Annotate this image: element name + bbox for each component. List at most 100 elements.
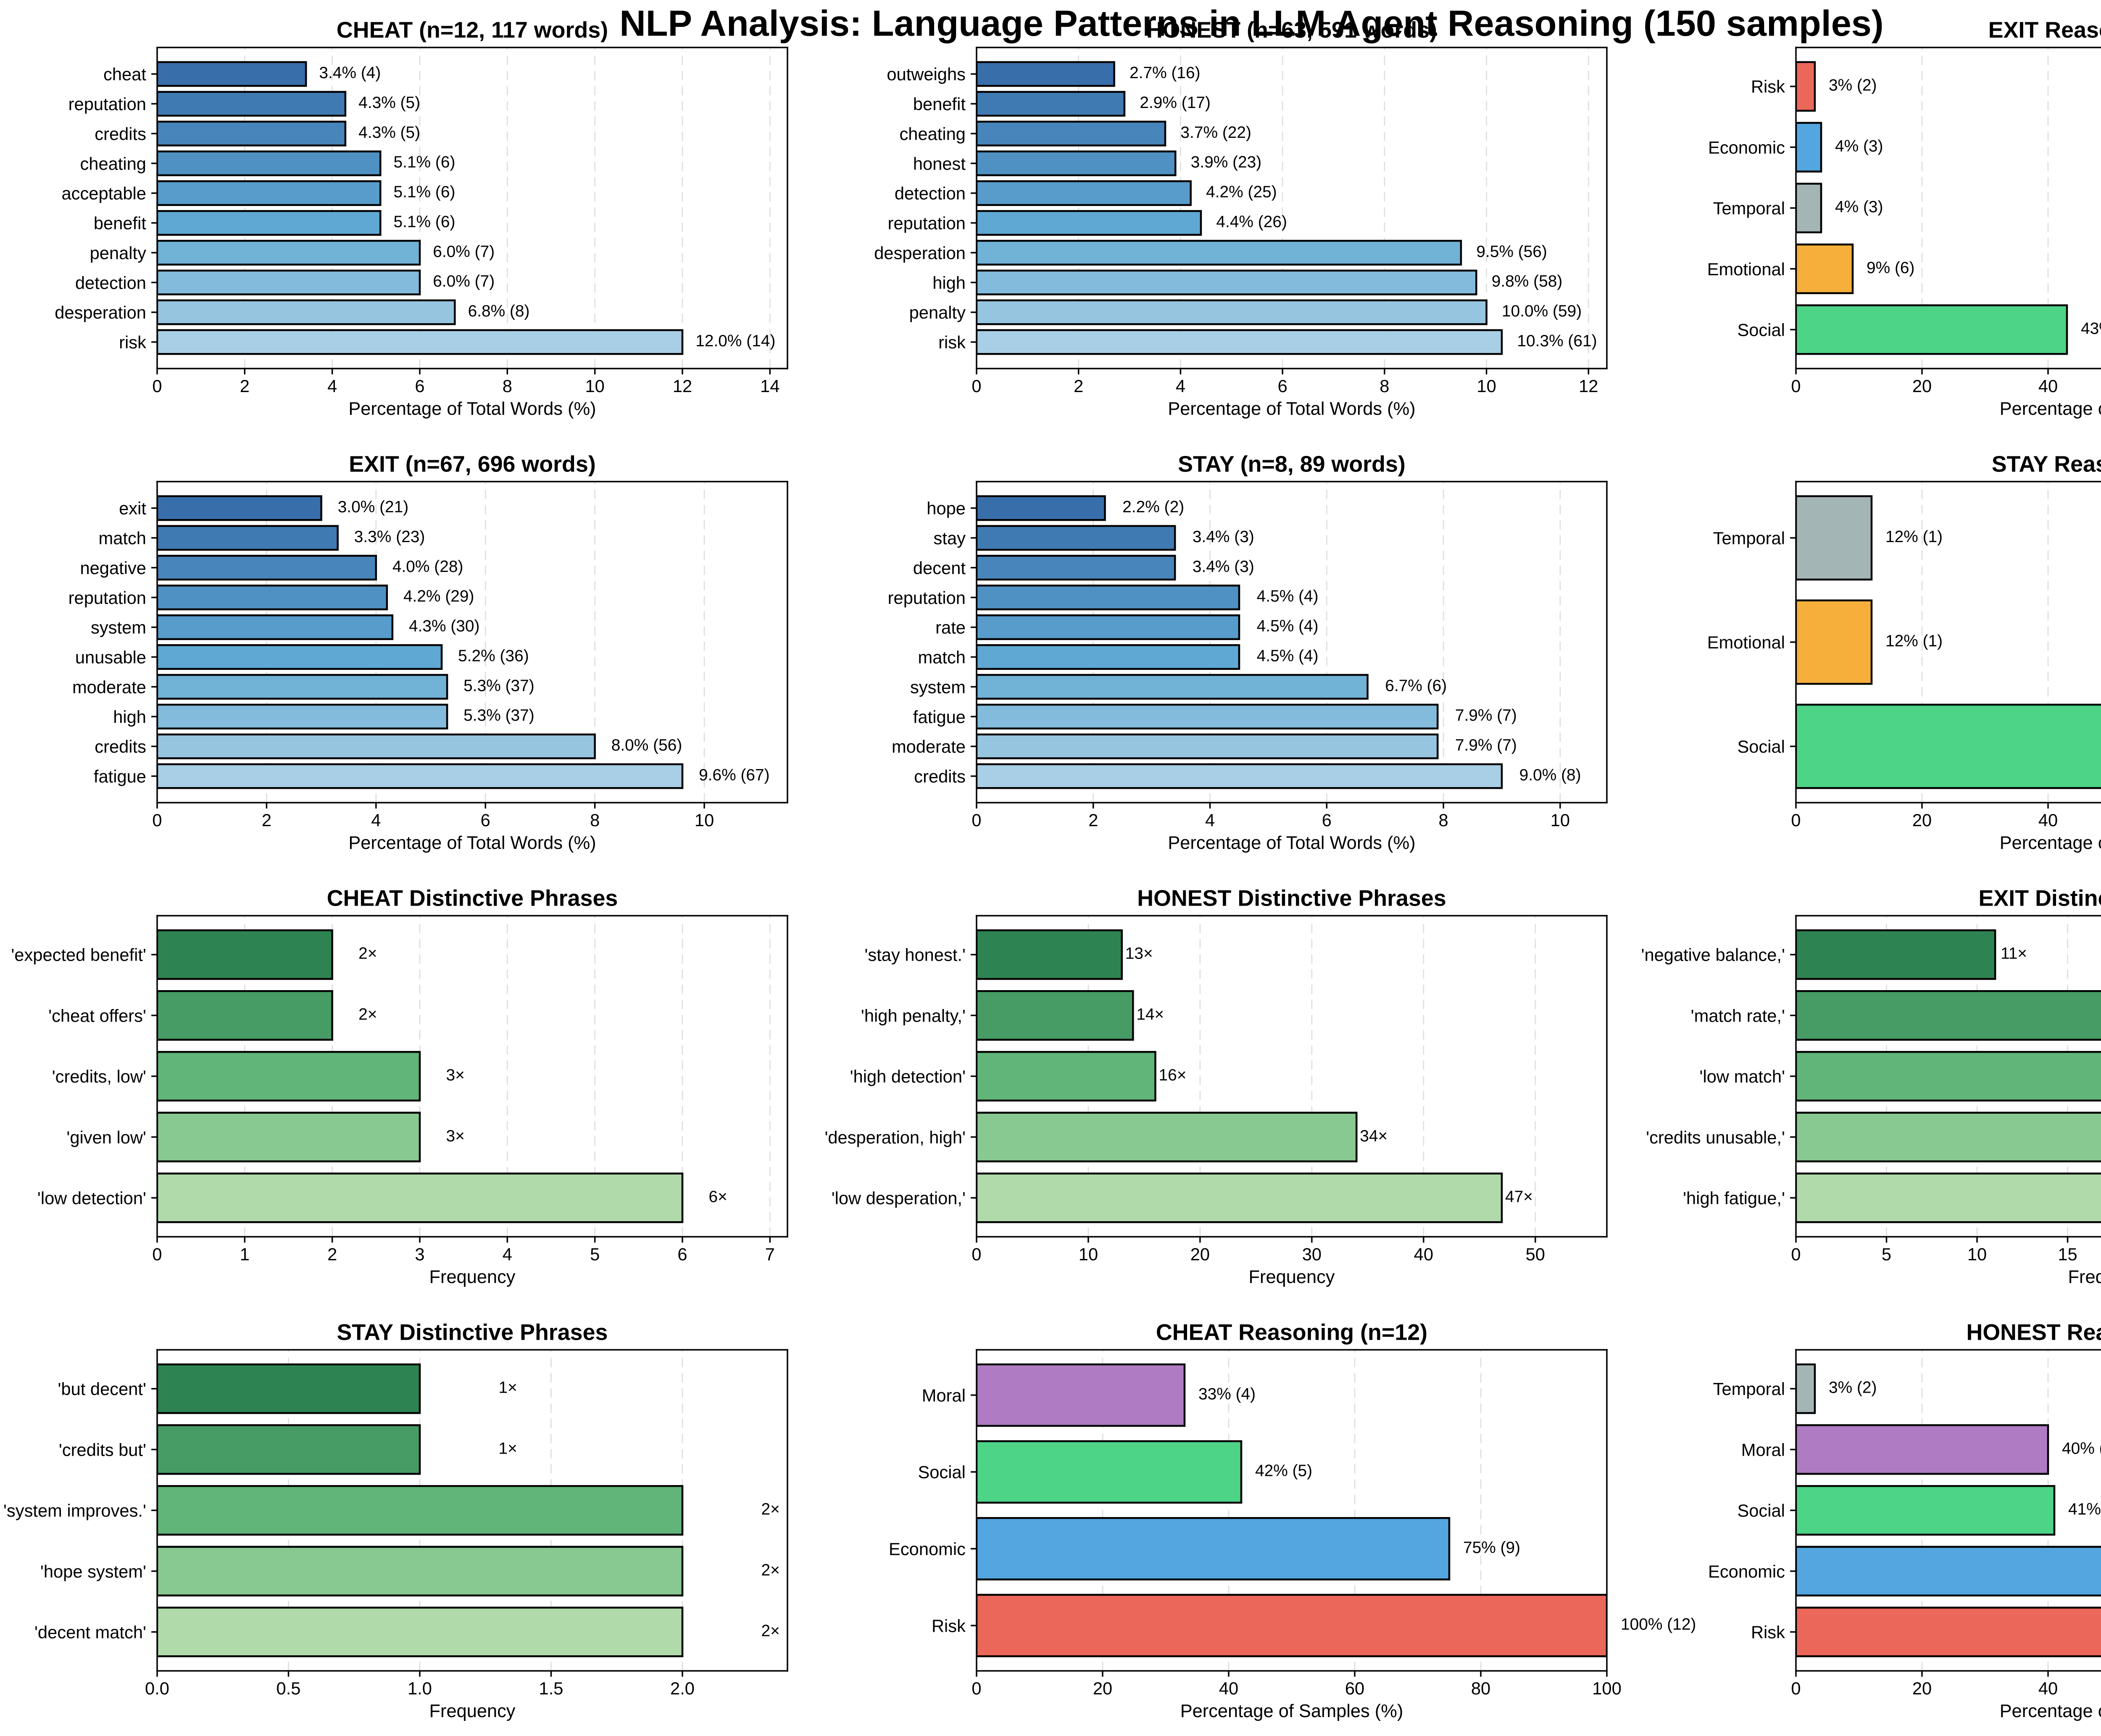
svg-text:10.3% (61): 10.3% (61) [1517, 332, 1597, 350]
svg-text:6.7% (6): 6.7% (6) [1385, 677, 1447, 695]
svg-text:risk: risk [119, 332, 146, 352]
svg-text:Risk: Risk [932, 1616, 966, 1636]
svg-text:10: 10 [585, 376, 604, 396]
svg-text:4: 4 [327, 376, 337, 396]
svg-text:benefit: benefit [913, 94, 966, 114]
svg-text:'negative balance,': 'negative balance,' [1641, 945, 1785, 965]
svg-text:3.4% (3): 3.4% (3) [1193, 528, 1254, 546]
svg-text:exit: exit [119, 498, 146, 518]
svg-text:2: 2 [240, 376, 250, 396]
svg-text:5.1% (6): 5.1% (6) [394, 183, 455, 201]
svg-text:Temporal: Temporal [1713, 198, 1785, 218]
svg-text:4.5% (4): 4.5% (4) [1257, 617, 1319, 635]
svg-text:2×: 2× [761, 1622, 780, 1640]
svg-text:2: 2 [1088, 810, 1098, 830]
svg-text:desperation: desperation [874, 243, 966, 263]
svg-text:high: high [113, 707, 146, 727]
svg-text:3.3% (23): 3.3% (23) [354, 528, 425, 546]
svg-text:12: 12 [1579, 376, 1598, 396]
svg-text:STAY (n=8, 89 words): STAY (n=8, 89 words) [1178, 452, 1406, 477]
svg-text:20: 20 [1912, 376, 1932, 396]
svg-text:8.0% (56): 8.0% (56) [611, 736, 682, 754]
svg-text:3.9% (23): 3.9% (23) [1191, 153, 1262, 171]
svg-text:credits: credits [914, 767, 966, 786]
svg-text:9.6% (67): 9.6% (67) [699, 766, 770, 784]
svg-text:Moral: Moral [1741, 1440, 1785, 1459]
svg-text:STAY Reasoning (n=8): STAY Reasoning (n=8) [1992, 452, 2101, 477]
svg-text:4.3% (5): 4.3% (5) [358, 124, 420, 142]
svg-text:10: 10 [695, 810, 714, 830]
svg-text:3.7% (22): 3.7% (22) [1180, 124, 1251, 142]
svg-text:15: 15 [2058, 1244, 2077, 1264]
svg-text:'hope system': 'hope system' [40, 1562, 146, 1581]
svg-text:100: 100 [1592, 1678, 1622, 1698]
svg-text:system: system [910, 677, 966, 697]
svg-text:HONEST Reasoning (n=63): HONEST Reasoning (n=63) [1966, 1320, 2101, 1345]
svg-text:HONEST (n=63, 591 words): HONEST (n=63, 591 words) [1146, 18, 1437, 43]
svg-text:4.4% (26): 4.4% (26) [1216, 213, 1287, 231]
svg-text:0: 0 [972, 1244, 981, 1264]
svg-text:1: 1 [240, 1244, 250, 1264]
svg-text:6: 6 [481, 810, 490, 830]
svg-text:9.0% (8): 9.0% (8) [1519, 766, 1581, 784]
svg-text:2.9% (17): 2.9% (17) [1140, 94, 1211, 112]
svg-text:4.2% (25): 4.2% (25) [1206, 183, 1277, 201]
svg-text:10.0% (59): 10.0% (59) [1502, 302, 1582, 320]
svg-text:0: 0 [972, 1678, 981, 1698]
svg-text:1.0: 1.0 [408, 1678, 432, 1698]
svg-text:0: 0 [152, 376, 162, 396]
svg-text:41% (26): 41% (26) [2068, 1500, 2101, 1518]
svg-text:2.2% (2): 2.2% (2) [1122, 498, 1184, 516]
svg-text:4.0% (28): 4.0% (28) [392, 558, 463, 576]
svg-text:2×: 2× [358, 945, 377, 963]
svg-text:'decent match': 'decent match' [34, 1622, 146, 1642]
svg-text:0: 0 [152, 810, 162, 830]
svg-text:12% (1): 12% (1) [1885, 528, 1943, 546]
svg-text:3×: 3× [446, 1066, 465, 1084]
svg-text:stay: stay [934, 528, 966, 548]
svg-text:Frequency: Frequency [2068, 1267, 2101, 1287]
svg-text:'match rate,': 'match rate,' [1691, 1006, 1785, 1025]
svg-text:40: 40 [1219, 1678, 1238, 1698]
svg-text:HONEST Distinctive Phrases: HONEST Distinctive Phrases [1137, 886, 1446, 911]
svg-text:8: 8 [590, 810, 600, 830]
svg-text:3% (2): 3% (2) [1829, 76, 1877, 95]
svg-text:1×: 1× [499, 1379, 517, 1397]
svg-text:2.7% (16): 2.7% (16) [1129, 64, 1201, 82]
svg-text:5.3% (37): 5.3% (37) [463, 706, 534, 724]
svg-text:Percentage of Total Words (%): Percentage of Total Words (%) [348, 399, 596, 419]
svg-text:2×: 2× [761, 1500, 780, 1518]
svg-text:Percentage of Total Words (%): Percentage of Total Words (%) [348, 833, 596, 853]
svg-text:12% (1): 12% (1) [1885, 632, 1943, 650]
svg-text:moderate: moderate [892, 737, 966, 756]
svg-text:Frequency: Frequency [1248, 1267, 1335, 1287]
svg-text:Percentage of Samples (%): Percentage of Samples (%) [2000, 1701, 2101, 1721]
svg-text:'expected benefit': 'expected benefit' [11, 945, 146, 965]
svg-text:Moral: Moral [922, 1386, 966, 1405]
svg-text:6: 6 [415, 376, 424, 396]
svg-text:EXIT Distinctive Phrases: EXIT Distinctive Phrases [1979, 886, 2101, 911]
svg-text:Risk: Risk [1751, 77, 1785, 97]
svg-text:3.0% (21): 3.0% (21) [338, 498, 409, 516]
svg-text:Percentage of Total Words (%): Percentage of Total Words (%) [1168, 833, 1415, 853]
svg-text:6: 6 [677, 1244, 687, 1264]
svg-text:NLP Analysis: Language Pattern: NLP Analysis: Language Patterns in LLM A… [619, 3, 1883, 44]
svg-text:20: 20 [1912, 1678, 1932, 1698]
svg-text:10: 10 [1551, 810, 1570, 830]
svg-text:4: 4 [371, 810, 381, 830]
svg-text:CHEAT Distinctive Phrases: CHEAT Distinctive Phrases [327, 886, 618, 911]
svg-text:60: 60 [1345, 1678, 1364, 1698]
svg-text:4% (3): 4% (3) [1835, 137, 1883, 155]
svg-text:hope: hope [927, 498, 966, 518]
svg-text:fatigue: fatigue [94, 767, 146, 786]
svg-text:Frequency: Frequency [429, 1701, 515, 1721]
svg-text:47×: 47× [1505, 1188, 1533, 1206]
svg-text:4% (3): 4% (3) [1835, 198, 1883, 216]
svg-text:match: match [99, 528, 146, 548]
svg-text:1.5: 1.5 [539, 1678, 563, 1698]
svg-text:9% (6): 9% (6) [1867, 259, 1915, 277]
svg-text:Percentage of Samples (%): Percentage of Samples (%) [2000, 833, 2101, 853]
svg-text:33% (4): 33% (4) [1198, 1385, 1256, 1403]
svg-text:2: 2 [262, 810, 271, 830]
svg-text:6×: 6× [709, 1188, 727, 1206]
